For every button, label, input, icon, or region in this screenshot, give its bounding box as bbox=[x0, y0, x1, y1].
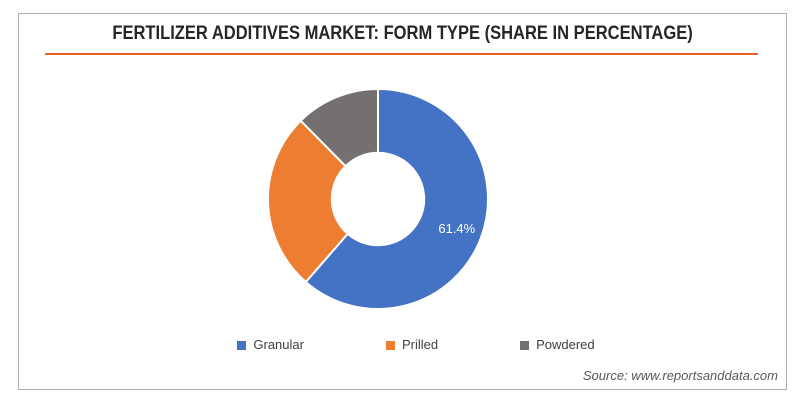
source-attribution: Source: www.reportsanddata.com bbox=[582, 368, 778, 383]
legend-item-granular: Granular bbox=[237, 338, 304, 352]
donut-slice-prilled bbox=[267, 119, 349, 283]
legend-label-powdered: Powdered bbox=[536, 337, 595, 352]
donut-chart: 61.4% bbox=[267, 88, 490, 310]
data-label-granular: 61.4% bbox=[438, 221, 475, 236]
legend-label-granular: Granular bbox=[253, 337, 304, 352]
legend-marker-granular bbox=[237, 340, 247, 350]
chart-frame: FERTILIZER ADDITIVES MARKET: FORM TYPE (… bbox=[18, 13, 787, 390]
legend-marker-prilled bbox=[385, 340, 395, 350]
legend-item-powdered: Powdered bbox=[520, 338, 595, 352]
chart-legend: Granular Prilled Powdered bbox=[19, 338, 786, 352]
legend-label-prilled: Prilled bbox=[401, 337, 439, 352]
chart-title: FERTILIZER ADDITIVES MARKET: FORM TYPE (… bbox=[112, 23, 693, 44]
donut-slice-granular bbox=[304, 88, 490, 310]
title-underline bbox=[45, 53, 758, 55]
chart-header: FERTILIZER ADDITIVES MARKET: FORM TYPE (… bbox=[19, 23, 786, 45]
donut-slice-powdered bbox=[299, 88, 379, 168]
legend-marker-powdered bbox=[520, 340, 530, 350]
legend-item-prilled: Prilled bbox=[385, 337, 439, 352]
